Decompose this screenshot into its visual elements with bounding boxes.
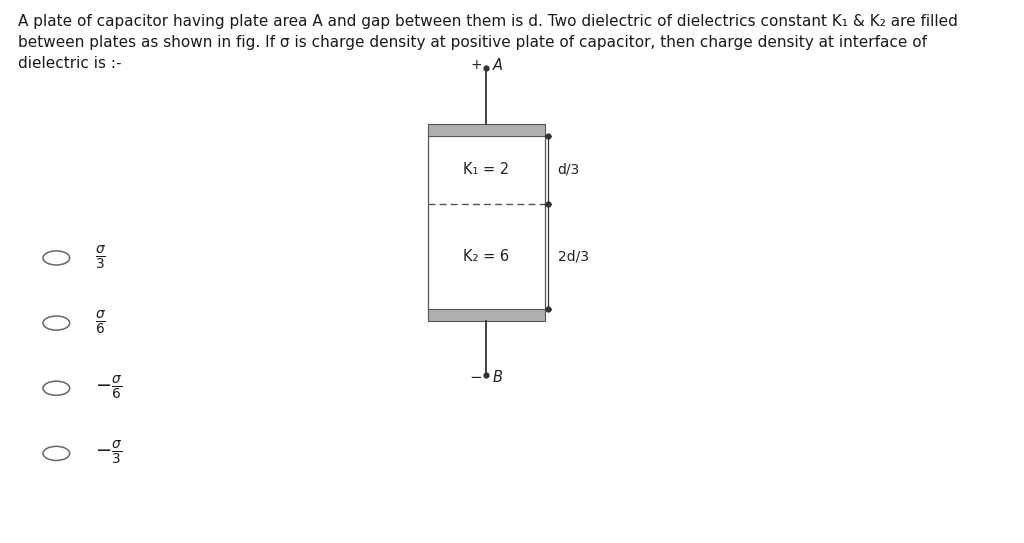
Text: A: A (493, 58, 503, 73)
Text: $-\frac{\sigma}{3}$: $-\frac{\sigma}{3}$ (95, 439, 123, 468)
Text: $\frac{\sigma}{6}$: $\frac{\sigma}{6}$ (95, 309, 106, 337)
Text: +: + (471, 58, 482, 72)
Text: −: − (470, 370, 482, 385)
Text: A plate of capacitor having plate area A and gap between them is d. Two dielectr: A plate of capacitor having plate area A… (18, 14, 958, 71)
Text: B: B (493, 370, 503, 385)
Text: d/3: d/3 (557, 163, 580, 177)
Text: $-\frac{\sigma}{6}$: $-\frac{\sigma}{6}$ (95, 374, 123, 402)
Bar (428, 309, 545, 321)
Bar (428, 124, 545, 136)
Text: K₁ = 2: K₁ = 2 (463, 162, 510, 178)
Text: 2d/3: 2d/3 (557, 249, 589, 263)
Text: K₂ = 6: K₂ = 6 (463, 249, 510, 264)
Text: $\frac{\sigma}{3}$: $\frac{\sigma}{3}$ (95, 244, 106, 272)
